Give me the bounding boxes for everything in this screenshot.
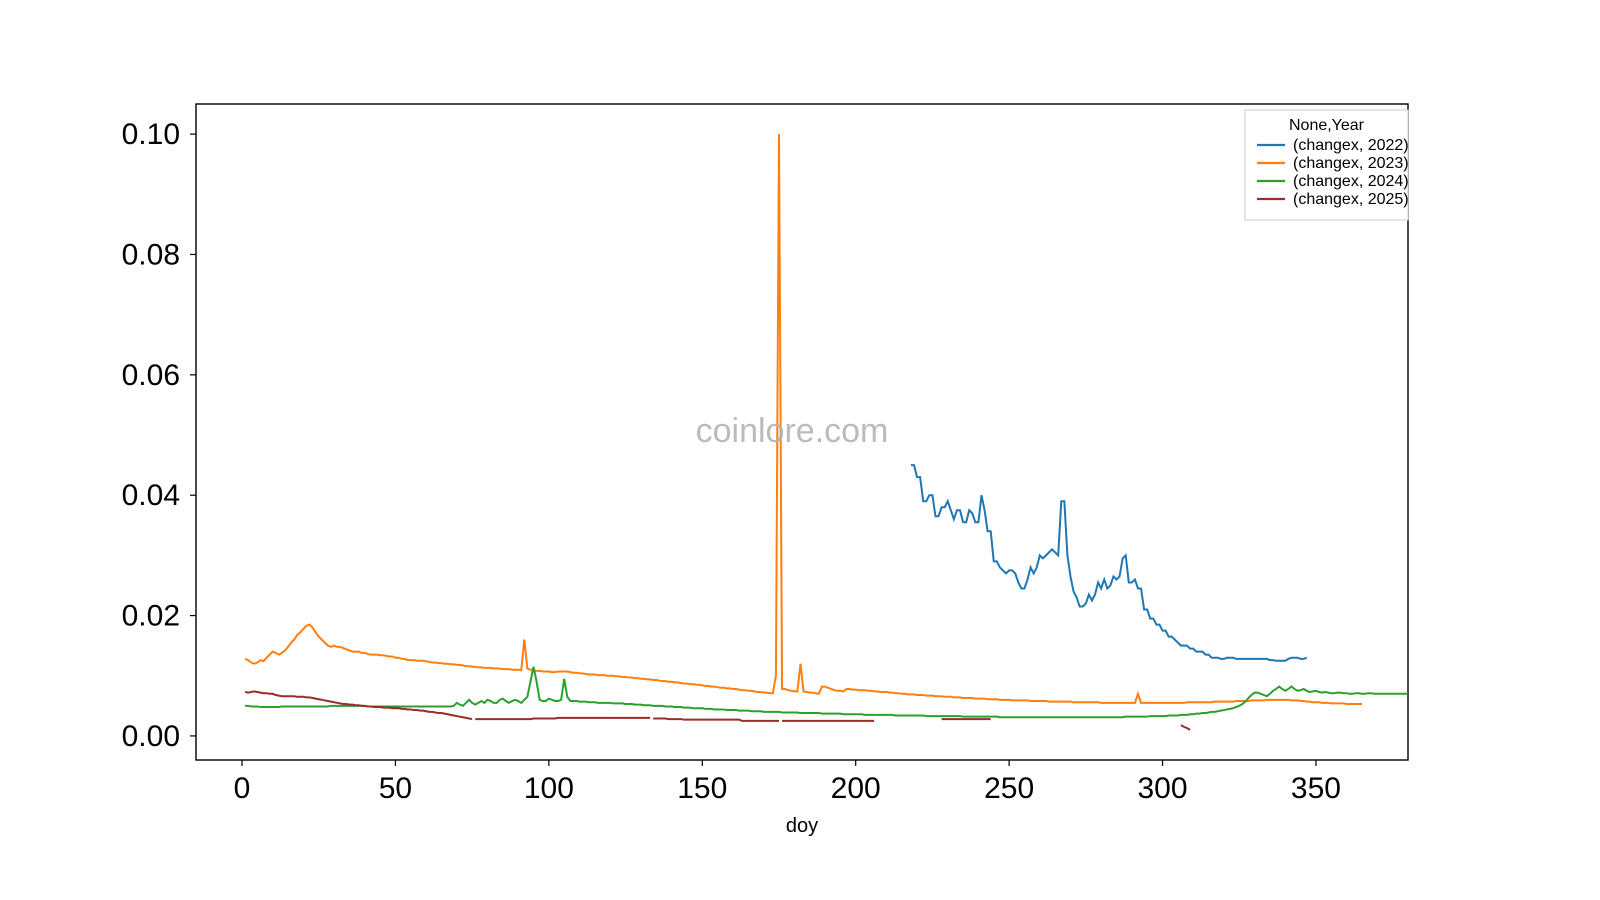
y-tick-label-4: 0.08 xyxy=(122,238,180,271)
legend-title: None,Year xyxy=(1289,117,1365,134)
y-tick-label-3: 0.06 xyxy=(122,359,180,392)
y-tick-label-1: 0.02 xyxy=(122,600,180,633)
x-tick-label-6: 300 xyxy=(1138,772,1188,805)
x-tick-label-3: 150 xyxy=(677,772,727,805)
y-tick-label-0: 0.00 xyxy=(122,720,180,753)
x-tick-label-4: 200 xyxy=(831,772,881,805)
legend-label-2: (changex, 2024) xyxy=(1293,173,1409,190)
watermark-label: coinlore.com xyxy=(696,412,889,450)
x-tick-label-7: 350 xyxy=(1291,772,1341,805)
x-tick-label-1: 50 xyxy=(379,772,412,805)
x-axis-title: doy xyxy=(786,815,818,837)
legend-label-1: (changex, 2023) xyxy=(1293,155,1409,172)
x-tick-label-0: 0 xyxy=(234,772,251,805)
legend-box[interactable]: None,Year(changex, 2022)(changex, 2023)(… xyxy=(1245,110,1409,220)
x-tick-label-2: 100 xyxy=(524,772,574,805)
chart-container: 0.00 0.02 0.04 0.06 0.08 0.10 0 50 100 150 200 250 3… xyxy=(0,0,1600,900)
y-tick-label-5: 0.10 xyxy=(122,118,180,151)
y-tick-label-2: 0.04 xyxy=(122,479,180,512)
line-chart-svg: 0.00 0.02 0.04 0.06 0.08 0.10 0 50 100 150 200 250 3… xyxy=(0,0,1600,900)
legend-label-3: (changex, 2025) xyxy=(1293,191,1409,208)
x-tick-label-5: 250 xyxy=(984,772,1034,805)
legend-label-0: (changex, 2022) xyxy=(1293,137,1409,154)
